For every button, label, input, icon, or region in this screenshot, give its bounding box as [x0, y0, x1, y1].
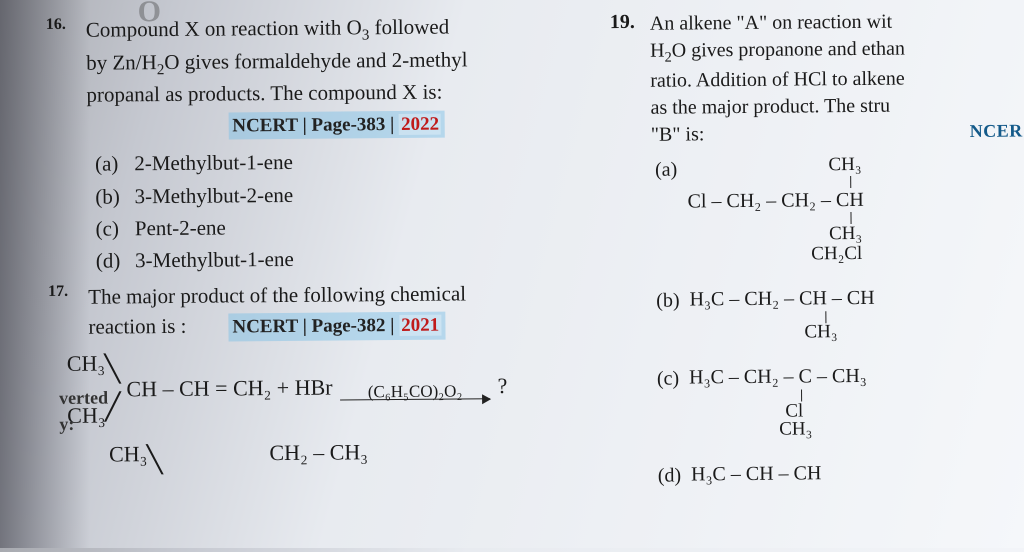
q17-body: The major product of the following chemi…	[88, 278, 589, 342]
question-16: 16. Compound X on reaction with O3 follo…	[46, 11, 587, 141]
left-column: 16. Compound X on reaction with O3 follo…	[46, 11, 590, 493]
q16-opt-d-label: (d)	[96, 246, 130, 277]
q19-a-main: Cl – CH₂ – CH₂ – CH	[687, 190, 863, 212]
q19-line2b: O gives propanone and ethan	[672, 38, 905, 62]
q19-a-top: CH₃	[828, 154, 861, 175]
q16-ncert: NCERT | Page-383 | 2022	[228, 110, 445, 140]
q19-ncer-tag: NCER	[970, 119, 1023, 144]
q19-option-d: (d) H₃C – CH – CH	[658, 461, 1024, 487]
q17-ncert: NCERT | Page-382 | 2021	[228, 312, 445, 342]
q16-opt-b-text: 3-Methylbut-2-ene	[134, 183, 293, 208]
q19-option-c: (c) H₃C – CH₂ – C – CH₃ Cl CH₃	[657, 365, 1024, 439]
q19-opt-a-label: (a)	[655, 159, 677, 182]
formula-chain: CH – CH = CH₂ + HBr	[126, 374, 332, 401]
formula-bond-top: ╲	[104, 357, 120, 382]
bond-icon	[850, 176, 851, 188]
q19-a-below2: CH₂Cl	[811, 243, 862, 264]
q16-number: 16.	[46, 16, 82, 34]
formula-ch3-top: CH₃	[67, 350, 105, 375]
q16-opt-d-text: 3-Methylbut-1-ene	[135, 247, 294, 272]
formula-partial-chain: CH₂ – CH₃	[269, 439, 368, 465]
q16-line2b: O gives formaldehyde and 2-methyl	[164, 47, 467, 74]
formula-partial-ch3: CH₃	[109, 441, 147, 466]
q16-opt-c-text: Pent-2-ene	[135, 216, 226, 241]
q16-ncert-label: NCERT | Page-383 |	[232, 114, 394, 136]
formula-product-mark: ?	[497, 373, 507, 398]
q19-options: (a) CH₃ Cl – CH₂ – CH₂ – CH CH₃ CH₂Cl (b…	[655, 156, 1024, 488]
q19-option-b: (b) H₃C – CH₂ – CH – CH CH₃	[656, 287, 1024, 342]
q16-line2a: by Zn/H	[86, 50, 157, 75]
q16-body: Compound X on reaction with O3 followed …	[86, 11, 587, 141]
q19-opt-c-label: (c)	[657, 368, 679, 391]
q19-b-main: H₃C – CH₂ – CH – CH	[689, 288, 874, 310]
page-content: O 16. Compound X on reaction with O3 fol…	[0, 0, 1024, 552]
q19-body: An alkene "A" on reaction wit H2O gives …	[650, 8, 1023, 150]
q19-opt-b-struct: H₃C – CH₂ – CH – CH CH₃	[689, 288, 875, 342]
q19-d-main: H₃C – CH – CH	[691, 463, 821, 484]
q19-line1: An alkene "A" on reaction wit	[650, 11, 893, 35]
q16-ncert-year: 2022	[399, 113, 441, 134]
q19-b-below: CH₃	[804, 321, 837, 342]
q19-a-below1: CH₃	[829, 223, 862, 244]
q19-number: 19.	[610, 11, 646, 34]
q17-line2: reaction is :	[88, 314, 186, 339]
q19-opt-b-label: (b)	[656, 290, 680, 313]
q19-line4: as the major product. The stru	[650, 95, 890, 119]
formula-bond-bot: ╱	[105, 396, 121, 421]
q17-line1: The major product of the following chemi…	[88, 281, 466, 308]
question-17: 17. The major product of the following c…	[48, 278, 589, 343]
q19-opt-c-struct: H₃C – CH₂ – C – CH₃ Cl CH₃	[689, 366, 867, 438]
q19-opt-d-label: (d)	[658, 464, 682, 487]
q16-line1a: Compound X on reaction with O	[86, 15, 362, 41]
q19-c-below2: CH₃	[779, 418, 812, 439]
q16-line3: propanal as products. The compound X is:	[86, 80, 442, 107]
q17-number: 17.	[48, 283, 84, 301]
q19-c-main: H₃C – CH₂ – C – CH₃	[689, 366, 867, 388]
q19-line5: "B" is:	[651, 124, 705, 146]
q16-option-b: (b) 3-Methylbut-2-ene	[95, 177, 587, 212]
formula-partial-bond: ╲	[147, 448, 163, 473]
q16-line1b: followed	[369, 15, 449, 40]
q16-opt-b-label: (b)	[95, 181, 129, 212]
q16-options: (a) 2-Methylbut-1-ene (b) 3-Methylbut-2-…	[95, 145, 588, 277]
q19-line2a: H	[650, 40, 665, 62]
q19-opt-d-struct: H₃C – CH – CH	[691, 463, 821, 484]
q17-ncert-year: 2021	[399, 315, 441, 336]
edge-y: y:	[59, 413, 74, 436]
question-19: 19. An alkene "A" on reaction wit H2O gi…	[610, 8, 1023, 150]
q19-option-a: (a) CH₃ Cl – CH₂ – CH₂ – CH CH₃ CH₂Cl	[655, 156, 1024, 264]
q16-opt-a-text: 2-Methylbut-1-ene	[134, 150, 293, 175]
right-column: 19. An alkene "A" on reaction wit H2O gi…	[610, 8, 1024, 488]
q16-opt-a-label: (a)	[95, 149, 129, 180]
q19-opt-a-struct: CH₃ Cl – CH₂ – CH₂ – CH CH₃ CH₂Cl	[687, 157, 864, 263]
reaction-arrow: (C₆H₅CO)₂O₂	[340, 377, 490, 401]
q16-option-c: (c) Pent-2-ene	[95, 209, 587, 244]
q16-option-d: (d) 3-Methylbut-1-ene	[96, 242, 588, 277]
q17-formula: verted y: CH₃ ╲ CH – CH = CH₂ + HBr (C₆H…	[67, 346, 590, 466]
edge-verted: verted	[59, 386, 108, 409]
cropped-text-top: O	[138, 0, 168, 29]
q16-opt-c-label: (c)	[95, 213, 129, 244]
q17-ncert-label: NCERT | Page-382 |	[232, 315, 394, 337]
q19-line3: ratio. Addition of HCl to alkene	[650, 68, 905, 92]
q16-option-a: (a) 2-Methylbut-1-ene	[95, 145, 587, 180]
